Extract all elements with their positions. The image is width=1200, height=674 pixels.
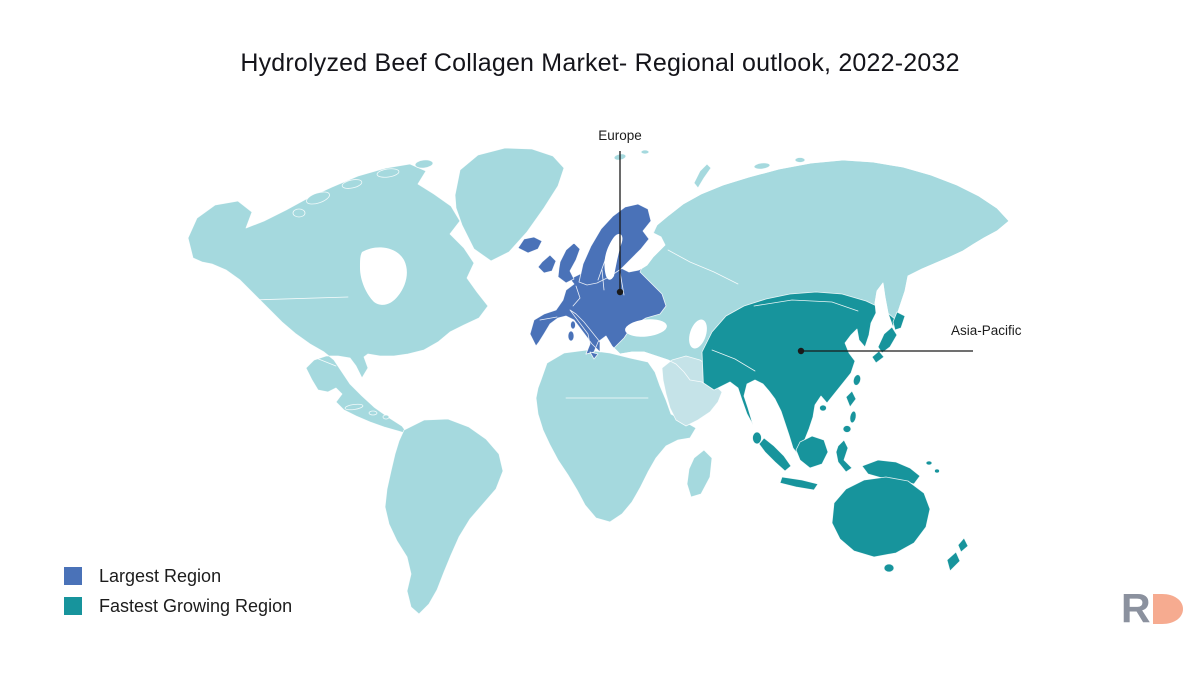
island-new-zealand-north — [957, 537, 969, 553]
country-borders — [251, 235, 859, 399]
island-arctic — [376, 168, 400, 178]
island-iceland — [517, 236, 543, 254]
island-new-guinea — [861, 459, 921, 485]
logo-d-icon — [1152, 594, 1183, 624]
island-svalbard — [640, 149, 650, 155]
fastest-growing-region-swatch — [64, 597, 82, 615]
island-arctic — [306, 191, 330, 205]
island-mindanao — [842, 425, 852, 433]
island-cuba — [344, 403, 364, 411]
landmass-south-america — [384, 418, 504, 615]
island-hokkaido — [892, 311, 906, 331]
logo-letter-r: R — [1121, 585, 1151, 631]
island-siberian — [753, 162, 771, 170]
region-europe-islands — [517, 203, 652, 360]
black-sea — [625, 319, 667, 337]
island-java — [779, 476, 819, 491]
asia-pacific-callout — [797, 347, 973, 355]
island-luzon — [845, 390, 857, 408]
island-ireland — [537, 254, 557, 274]
island-sri-lanka — [752, 431, 762, 445]
caspian-sea — [689, 319, 707, 349]
island-great-britain — [557, 242, 581, 284]
island-hainan — [819, 404, 827, 412]
island-arctic — [414, 159, 434, 169]
europe-callout-dot — [616, 288, 624, 296]
largest-region-swatch — [64, 567, 82, 585]
island-sardinia — [567, 330, 575, 342]
island-taiwan — [852, 374, 862, 386]
island-tasmania — [883, 563, 895, 573]
island-borneo — [795, 435, 829, 469]
island-solomon — [925, 460, 933, 466]
page-title: Hydrolyzed Beef Collagen Market- Regiona… — [240, 49, 960, 77]
island-arctic — [341, 179, 363, 189]
legend-item-fastest-growing-region: Fastest Growing Region — [64, 591, 292, 621]
island-sicily — [589, 351, 599, 360]
island-hispaniola — [368, 410, 378, 416]
island-sumatra — [758, 437, 792, 472]
island-solomon — [934, 468, 940, 474]
landmass-australia — [831, 476, 931, 558]
eurasia-coastline — [529, 159, 1010, 457]
landmass-africa — [535, 349, 697, 523]
island-kyushu — [871, 350, 885, 364]
hudson-bay — [360, 247, 407, 305]
island-new-zealand-south — [946, 551, 961, 572]
island-madagascar — [686, 449, 713, 498]
landmass-greenland — [454, 147, 565, 262]
europe-label: Europe — [598, 128, 642, 143]
island-philippines — [849, 410, 857, 424]
europe-callout — [616, 151, 624, 296]
brand-logo: R — [1121, 585, 1184, 631]
island-arctic — [292, 208, 306, 218]
legend-label: Fastest Growing Region — [99, 595, 293, 616]
island-corsica — [570, 320, 576, 330]
island-honshu — [877, 326, 898, 354]
legend: Largest Region Fastest Growing Region — [64, 561, 292, 621]
legend-label: Largest Region — [99, 565, 222, 586]
island-novaya-zemlya — [693, 163, 712, 189]
region-asia-pacific-mainland — [701, 291, 907, 456]
asia-pacific-callout-dot — [797, 347, 805, 355]
asia-pacific-label: Asia-Pacific — [951, 323, 1022, 338]
legend-item-largest-region: Largest Region — [64, 561, 292, 591]
region-asia-pacific-islands — [752, 311, 969, 573]
island-siberian — [794, 157, 806, 163]
island-caribbean — [382, 414, 390, 420]
landmass-north-america — [187, 163, 489, 435]
gulf-of-bothnia — [604, 233, 623, 280]
island-sulawesi — [835, 439, 853, 473]
